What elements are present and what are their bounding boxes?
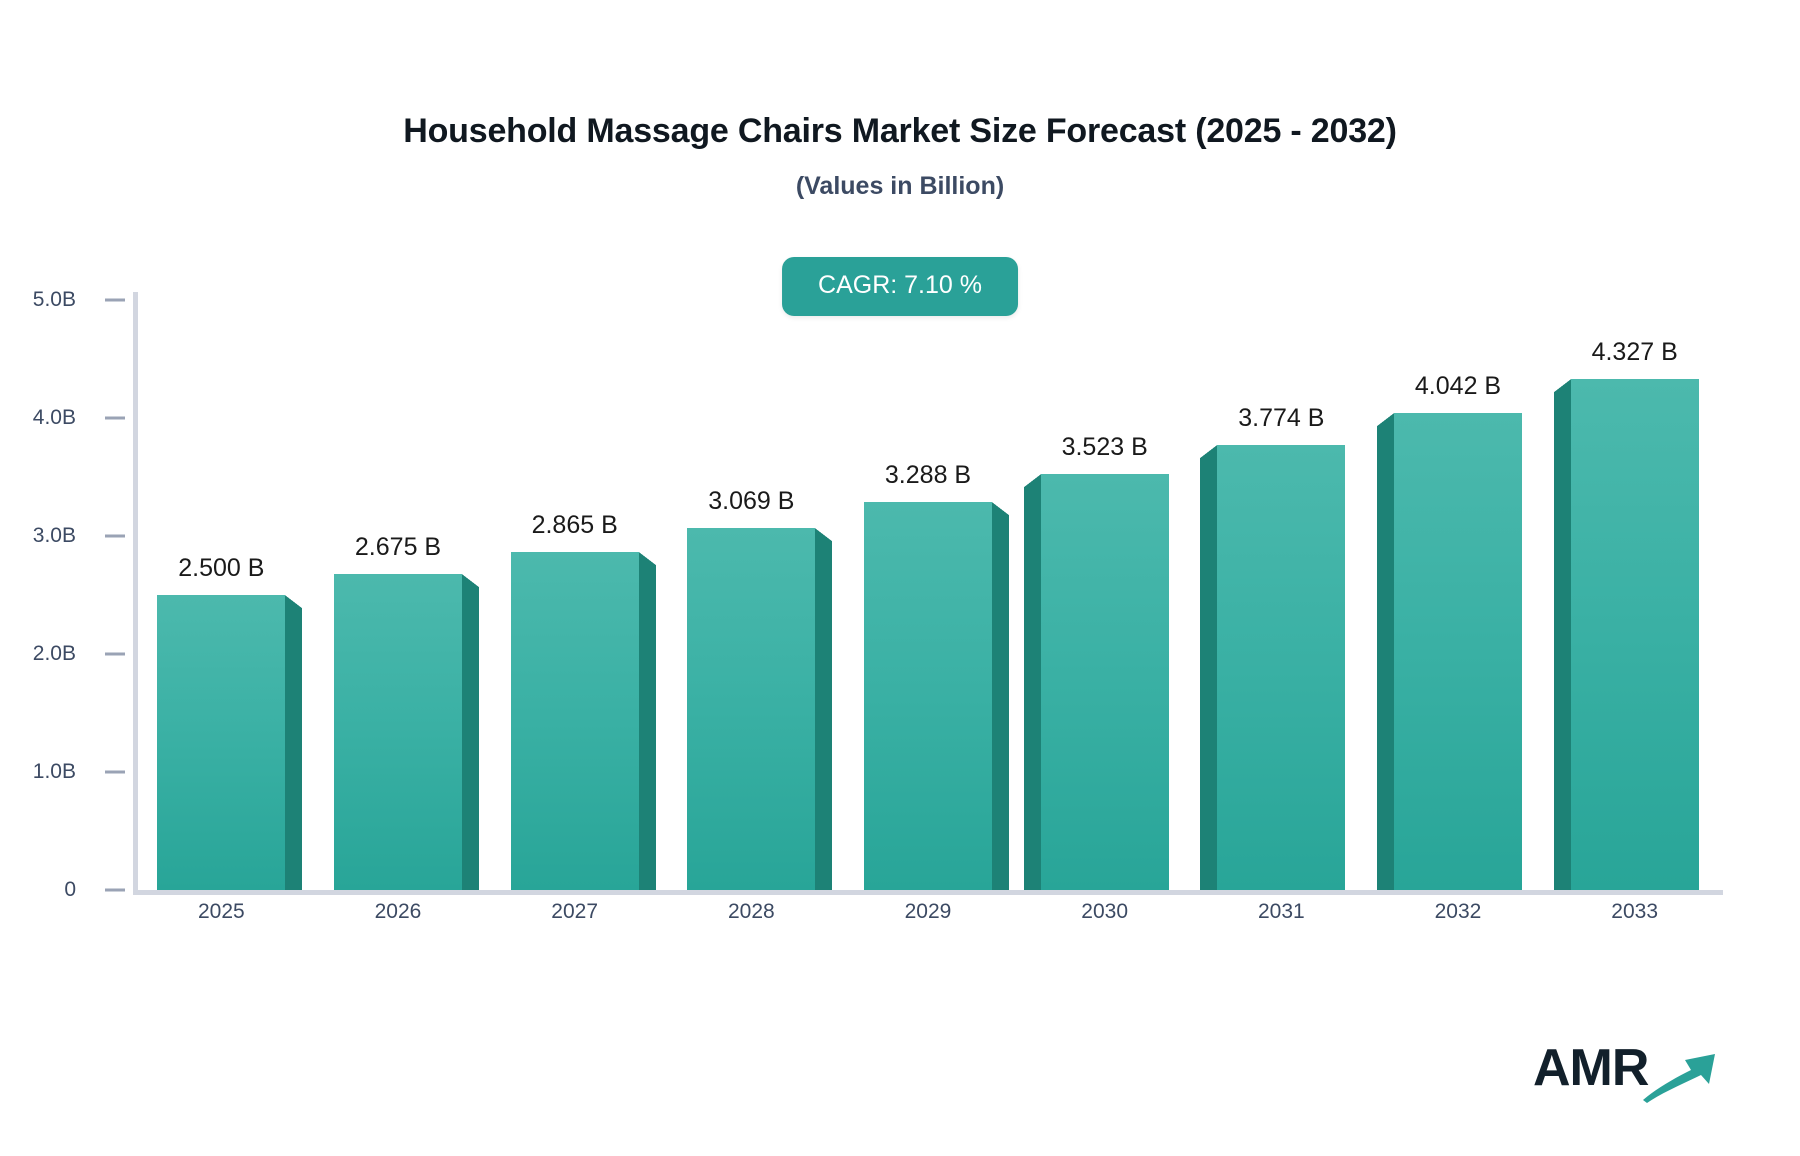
x-axis-tick-label: 2025 [197,900,245,923]
bar[interactable]: 2.500 B [157,554,303,890]
bar-value-label: 4.327 B [1591,338,1678,367]
y-axis-tick-mark [105,770,125,774]
bar-face [334,574,462,890]
y-axis-tick-label: 0 [64,878,76,901]
bar[interactable]: 3.069 B [687,487,833,890]
bar-3d-top [462,574,479,588]
x-axis-tick-label: 2029 [904,900,952,923]
bar-face [1040,474,1169,890]
x-axis-tick-label: 2026 [374,900,422,923]
page-title: Household Massage Chairs Market Size For… [403,112,1397,150]
bar-value-label: 3.523 B [1061,433,1148,462]
bar-face [864,502,992,890]
y-axis-tick-label: 5.0B [32,288,76,311]
x-axis-tick-label: 2030 [1081,900,1129,923]
bar[interactable]: 4.042 B [1377,372,1522,890]
bar[interactable]: 2.675 B [334,533,479,890]
bar-3d-top [1023,474,1041,488]
bar-3d-top [815,527,833,541]
bar-3d-side [285,608,303,890]
bar-3d-side [1553,392,1571,890]
bar-face [687,527,816,890]
bar-3d-side [992,515,1009,890]
plot-area: 2.500 B 2.675 B 2.865 B 3.069 B 3.288 B 3.523… [133,292,1723,923]
bar-3d-side [1023,487,1041,890]
y-axis-tick-label: 3.0B [32,524,76,547]
bar-3d-side [815,540,833,890]
y-axis-tick-label: 4.0B [32,406,76,429]
amr-logo: AMR [1533,1036,1723,1108]
bar[interactable]: 2.865 B [510,511,656,890]
bar[interactable]: 3.774 B [1200,404,1346,890]
bar-3d-side [1200,457,1218,890]
y-axis-tick-label: 1.0B [32,760,76,783]
bar-value-label: 3.288 B [884,461,972,490]
bar-value-label: 3.069 B [708,486,795,515]
bar-3d-top [638,551,656,565]
bar-3d-top [1200,444,1218,458]
y-axis-line [133,292,138,895]
bar-value-label: 4.042 B [1414,372,1502,401]
bar-value-label: 2.675 B [354,533,442,562]
bar-3d-top [285,595,303,608]
y-axis-tick-mark [105,416,125,420]
bar[interactable]: 4.327 B [1553,338,1699,890]
bar-3d-side [462,587,479,890]
bar-face [1570,379,1699,890]
chart-subtitle: (Values in Billion) [795,172,1005,200]
bar-3d-top [992,502,1009,516]
x-axis-tick-label: 2032 [1434,900,1482,923]
cagr-badge: CAGR: 7.10 % [782,257,1018,316]
growth-arrow-icon [1643,1054,1715,1103]
x-axis-tick-label: 2033 [1611,900,1659,923]
y-axis-tick-label: 2.0B [32,642,76,665]
bar-3d-side [638,564,656,890]
bar[interactable]: 3.523 B [1023,433,1169,890]
x-axis-tick-label: 2027 [551,900,599,923]
bar-value-label: 2.865 B [531,510,618,539]
bar-3d-top [1553,379,1571,393]
bar-value-label: 3.774 B [1238,403,1325,432]
bar-face [510,551,639,890]
x-axis-tick-label: 2028 [727,900,775,923]
bar-3d-side [1377,426,1394,890]
y-axis-tick-mark [105,298,125,302]
x-axis-line [133,890,1723,895]
bar-face [157,595,286,890]
bar-value-label: 2.500 B [178,554,265,582]
bar-face [1217,444,1346,890]
x-axis-tick-label: 2031 [1257,900,1305,923]
y-axis-tick-mark [105,652,125,656]
logo-text: AMR [1533,1039,1649,1097]
y-axis-tick-mark [105,888,125,892]
bar[interactable]: 3.288 B [864,461,1009,890]
bar-3d-top [1377,413,1394,427]
y-axis-tick-mark [105,534,125,538]
bar-face [1394,413,1522,890]
